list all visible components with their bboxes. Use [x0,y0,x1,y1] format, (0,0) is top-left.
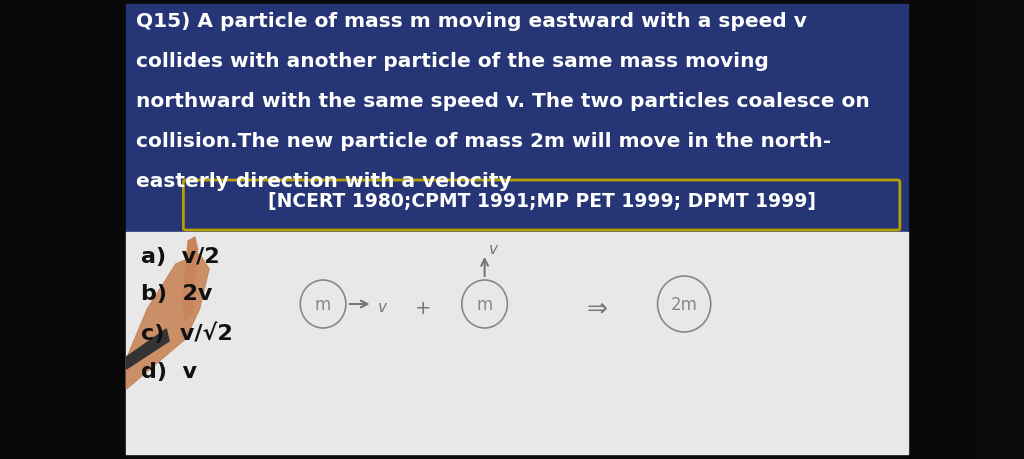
Text: d)  v: d) v [140,361,197,381]
Text: b)  2v: b) 2v [140,283,212,303]
Text: northward with the same speed v. The two particles coalesce on: northward with the same speed v. The two… [136,92,869,111]
Polygon shape [182,237,198,319]
Text: a)  v/2: a) v/2 [140,246,219,266]
Text: m: m [476,295,493,313]
Text: c)  v/√2: c) v/√2 [140,321,232,343]
Bar [0,0,126,459]
Text: Q15) A particle of mass m moving eastward with a speed v: Q15) A particle of mass m moving eastwar… [136,12,807,31]
Text: 2m: 2m [671,295,697,313]
Bar [126,5,908,233]
Text: collides with another particle of the same mass moving: collides with another particle of the sa… [136,52,769,71]
Text: v: v [378,300,387,315]
Text: easterly direction with a velocity: easterly direction with a velocity [136,172,512,190]
Polygon shape [126,329,169,369]
Bar [126,233,908,454]
Text: collision.The new particle of mass 2m will move in the north-: collision.The new particle of mass 2m wi… [136,132,831,151]
Text: [NCERT 1980;CPMT 1991;MP PET 1999; DPMT 1999]: [NCERT 1980;CPMT 1991;MP PET 1999; DPMT … [267,191,816,211]
Text: m: m [315,295,331,313]
FancyBboxPatch shape [183,180,900,230]
Text: +: + [415,298,431,317]
Text: ⇒: ⇒ [586,295,607,319]
Text: v: v [489,242,499,257]
Bar [908,0,973,459]
Polygon shape [126,254,209,389]
